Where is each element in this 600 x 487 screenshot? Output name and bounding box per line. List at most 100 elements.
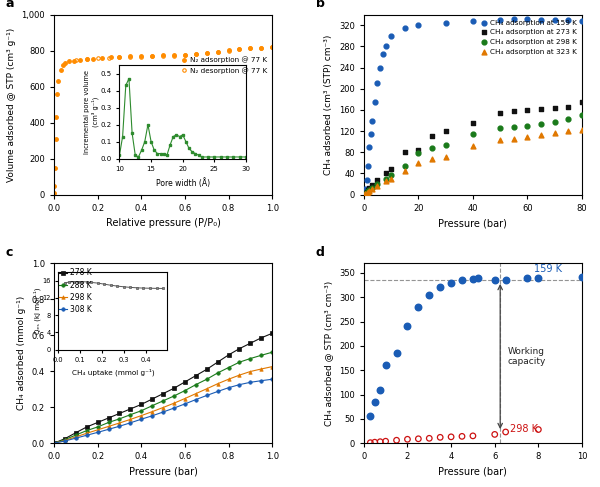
Point	[468, 432, 478, 440]
288 K	[247, 356, 254, 361]
Point	[457, 432, 467, 440]
CH₄ adsorption at 298 K	[413, 150, 423, 157]
Legend: CH₄ adsorption at 159 K, CH₄ adsorption at 273 K, CH₄ adsorption at 298 K, CH₄ a: CH₄ adsorption at 159 K, CH₄ adsorption …	[480, 18, 578, 56]
CH₄ adsorption at 323 K	[468, 142, 478, 150]
N₂ adsorption @ 77 K	[149, 53, 156, 58]
N₂ adsorption @ 77 K	[61, 60, 68, 66]
CH₄ adsorption at 273 K	[373, 176, 382, 184]
CH₄ adsorption at 273 K	[523, 106, 532, 114]
CH₄ adsorption at 323 K	[363, 188, 373, 196]
Point	[370, 438, 380, 446]
CH₄ adsorption at 323 K	[381, 178, 391, 186]
Text: d: d	[316, 246, 325, 259]
CH₄ adsorption at 273 K	[496, 109, 505, 116]
298 K	[160, 405, 167, 411]
288 K	[160, 398, 167, 404]
CH₄ adsorption at 159 K	[370, 98, 380, 106]
Point	[446, 279, 456, 286]
N₂ adsorption @ 77 K	[181, 52, 188, 57]
Line: 278 K: 278 K	[52, 332, 274, 445]
308 K	[50, 440, 58, 446]
308 K	[137, 416, 145, 422]
Point	[523, 274, 532, 281]
CH₄ adsorption at 323 K	[577, 126, 587, 133]
CH₄ adsorption at 323 K	[441, 152, 451, 160]
CH₄ adsorption at 273 K	[360, 190, 370, 198]
CH₄ adsorption at 298 K	[360, 190, 370, 198]
N₂ adsorption @ 77 K	[170, 52, 178, 58]
CH₄ adsorption at 298 K	[563, 115, 573, 123]
CH₄ adsorption at 159 K	[378, 51, 388, 58]
N₂ desorption @ 77 K	[225, 48, 232, 54]
Line: 308 K: 308 K	[52, 377, 274, 445]
CH₄ adsorption at 273 K	[550, 104, 560, 112]
288 K	[94, 424, 101, 430]
N₂ adsorption @ 77 K	[247, 46, 254, 52]
288 K	[149, 403, 156, 409]
N₂ adsorption @ 77 K	[83, 56, 91, 62]
Point	[376, 438, 385, 446]
N₂ desorption @ 77 K	[203, 50, 211, 56]
Y-axis label: CH₄ adsorbed (mmol g⁻¹): CH₄ adsorbed (mmol g⁻¹)	[17, 296, 26, 410]
X-axis label: Pressure (bar): Pressure (bar)	[439, 467, 508, 477]
298 K	[236, 372, 243, 378]
288 K	[225, 365, 232, 371]
CH₄ adsorption at 273 K	[468, 119, 478, 127]
N₂ adsorption @ 77 K	[214, 49, 221, 55]
Point	[468, 275, 478, 282]
CH₄ adsorption at 323 K	[367, 186, 377, 193]
CH₄ adsorption at 159 K	[373, 79, 382, 87]
N₂ desorption @ 77 K	[236, 46, 243, 52]
CH₄ adsorption at 273 K	[577, 98, 587, 106]
CH₄ adsorption at 159 K	[386, 32, 396, 39]
N₂ desorption @ 77 K	[72, 56, 79, 62]
N₂ adsorption @ 77 K	[70, 57, 77, 63]
CH₄ adsorption at 298 K	[577, 112, 587, 119]
288 K	[214, 370, 221, 376]
298 K	[257, 366, 265, 372]
N₂ adsorption @ 77 K	[192, 51, 199, 57]
CH₄ adsorption at 323 K	[362, 189, 371, 197]
288 K	[72, 432, 79, 438]
CH₄ adsorption at 298 K	[550, 118, 560, 126]
308 K	[105, 427, 112, 432]
278 K	[257, 335, 265, 341]
CH₄ adsorption at 323 K	[413, 159, 423, 167]
Text: 159 K: 159 K	[534, 264, 562, 274]
CH₄ adsorption at 273 K	[427, 132, 437, 140]
Point	[413, 303, 423, 311]
308 K	[149, 413, 156, 419]
308 K	[269, 376, 276, 382]
298 K	[192, 391, 199, 396]
308 K	[83, 432, 91, 438]
CH₄ adsorption at 323 K	[509, 134, 518, 142]
298 K	[225, 376, 232, 382]
CH₄ adsorption at 159 K	[536, 16, 546, 24]
CH₄ adsorption at 273 K	[441, 127, 451, 135]
CH₄ adsorption at 273 K	[413, 146, 423, 153]
N₂ adsorption @ 77 K	[52, 136, 59, 142]
Line: 288 K: 288 K	[52, 351, 274, 445]
298 K	[247, 369, 254, 375]
CH₄ adsorption at 273 K	[381, 169, 391, 177]
Text: c: c	[6, 246, 13, 259]
Point	[473, 274, 483, 281]
278 K	[236, 346, 243, 352]
CH₄ adsorption at 323 K	[563, 127, 573, 135]
308 K	[127, 420, 134, 426]
CH₄ adsorption at 298 K	[361, 190, 370, 198]
Point	[436, 433, 445, 441]
CH₄ adsorption at 159 K	[376, 64, 385, 72]
CH₄ adsorption at 323 K	[427, 155, 437, 163]
278 K	[214, 359, 221, 365]
N₂ adsorption @ 77 K	[160, 53, 167, 58]
N₂ adsorption @ 77 K	[65, 58, 73, 64]
298 K	[203, 386, 211, 392]
Line: 298 K: 298 K	[52, 365, 274, 445]
N₂ adsorption @ 77 K	[52, 165, 59, 170]
Point	[376, 386, 385, 393]
CH₄ adsorption at 323 K	[400, 167, 410, 175]
288 K	[203, 376, 211, 382]
308 K	[257, 378, 265, 384]
298 K	[72, 434, 79, 440]
